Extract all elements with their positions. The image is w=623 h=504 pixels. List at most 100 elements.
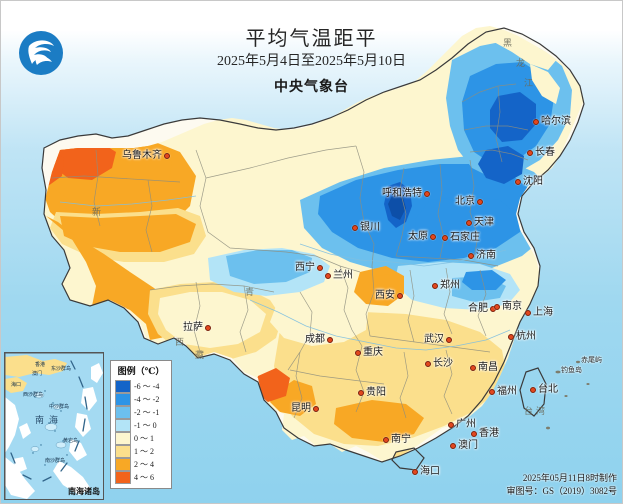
legend-row: -2 ～ -1	[115, 406, 167, 419]
legend-row: -4 ～ -2	[115, 393, 167, 406]
city-name: 成都	[305, 334, 325, 345]
small-islands	[546, 360, 590, 430]
legend-label: -4 ～ -2	[134, 395, 160, 404]
legend-label: 4 ～ 6	[134, 473, 154, 482]
legend-row: -6 ～ -4	[115, 380, 167, 393]
city-name: 哈尔滨	[541, 116, 571, 127]
legend-label: 1 ～ 2	[134, 447, 154, 456]
inset-sea-label: 南海	[35, 415, 64, 425]
inset-label-macau: 澳门	[32, 372, 43, 377]
inset-label-dongsha: 东沙群岛	[51, 367, 72, 372]
city-label: 兰州	[325, 266, 353, 281]
city-label: 重庆	[355, 343, 383, 358]
city-name: 重庆	[363, 347, 383, 358]
legend-row: -1 ～ 0	[115, 419, 167, 432]
city-marker-icon	[317, 264, 323, 271]
legend-rows: -6 ～ -4 -4 ～ -2 -2 ～ -1 -1 ～ 0 0 ～ 1 1 ～ 2 2 ～…	[115, 380, 167, 484]
island-label: 钓鱼岛	[561, 366, 582, 374]
city-label: 哈尔滨	[533, 112, 571, 127]
inset-label-xisha: 西沙群岛	[23, 393, 44, 398]
city-marker-icon	[446, 336, 452, 343]
city-name: 西宁	[295, 262, 315, 273]
city-name: 济南	[476, 250, 496, 261]
city-marker-icon	[412, 468, 418, 475]
city-marker-icon	[471, 430, 477, 437]
city-label: 银川	[352, 218, 380, 233]
city-marker-icon	[468, 252, 474, 259]
city-marker-icon	[313, 405, 319, 412]
city-name: 海口	[420, 466, 440, 477]
province-boundaries	[51, 83, 529, 419]
city-marker-icon	[383, 436, 389, 443]
city-name: 广州	[456, 419, 476, 430]
city-label: 福州	[489, 382, 517, 397]
legend-title: 图例（℃）	[117, 366, 165, 376]
region-label: 藏	[195, 350, 208, 360]
city-label: 拉萨	[183, 318, 211, 333]
city-name: 郑州	[440, 280, 460, 291]
city-marker-icon	[466, 219, 472, 226]
city-label: 台北	[530, 380, 558, 395]
region-label: 台湾	[524, 406, 549, 416]
city-label: 上海	[525, 303, 553, 318]
region-label: 黑	[503, 38, 516, 48]
city-marker-icon	[530, 386, 536, 393]
city-marker-icon	[525, 309, 531, 316]
city-marker-icon	[327, 336, 333, 343]
city-name: 太原	[408, 231, 428, 242]
city-label: 天津	[466, 213, 494, 228]
city-name: 福州	[497, 386, 517, 397]
inset-label-hongkong: 香港	[35, 363, 46, 368]
city-marker-icon	[325, 272, 331, 279]
city-marker-icon	[164, 152, 170, 159]
city-name: 台北	[538, 384, 558, 395]
city-label: 沈阳	[515, 172, 543, 187]
city-name: 乌鲁木齐	[122, 150, 162, 161]
region-label: 西	[175, 337, 188, 347]
city-name: 长沙	[433, 358, 453, 369]
city-label: 成都	[305, 330, 333, 345]
inset-label-huangyan: 黄岩岛	[63, 439, 79, 444]
city-label: 昆明	[291, 399, 319, 414]
inset-label-haikou: 海口	[11, 383, 22, 388]
legend-swatch	[115, 419, 131, 432]
legend-swatch	[115, 393, 131, 406]
city-name: 杭州	[516, 331, 536, 342]
legend-row: 0 ～ 1	[115, 432, 167, 445]
city-name: 西安	[375, 290, 395, 301]
cma-logo	[16, 28, 66, 78]
legend-label: -2 ～ -1	[134, 408, 160, 417]
region-label: 新	[92, 207, 105, 217]
legend-row: 1 ～ 2	[115, 445, 167, 458]
city-label: 北京	[455, 192, 483, 207]
city-label: 石家庄	[442, 228, 480, 243]
city-label: 广州	[448, 415, 476, 430]
approval-number: 审图号：GS（2019）3082号	[506, 486, 617, 496]
city-label: 澳门	[450, 436, 478, 451]
city-label: 呼和浩特	[382, 184, 430, 199]
city-name: 沈阳	[523, 176, 543, 187]
city-label: 郑州	[432, 276, 460, 291]
city-marker-icon	[508, 333, 514, 340]
city-name: 拉萨	[183, 322, 203, 333]
city-label: 杭州	[508, 327, 536, 342]
city-label: 长春	[527, 143, 555, 158]
city-name: 南宁	[391, 434, 411, 445]
city-marker-icon	[424, 190, 430, 197]
city-marker-icon	[352, 224, 358, 231]
island-label: 赤尾屿	[581, 356, 602, 364]
city-label: 南京	[494, 297, 522, 312]
city-label: 海口	[412, 462, 440, 477]
city-marker-icon	[489, 388, 495, 395]
city-marker-icon	[515, 178, 521, 185]
made-time: 2025年05月11日8时制作	[522, 473, 617, 483]
city-label: 合肥	[468, 299, 496, 314]
legend-swatch	[115, 445, 131, 458]
city-name: 南昌	[478, 362, 498, 373]
city-label: 西宁	[295, 258, 323, 273]
legend-label: -1 ～ 0	[134, 421, 157, 430]
city-marker-icon	[470, 364, 476, 371]
city-marker-icon	[425, 360, 431, 367]
city-marker-icon	[358, 389, 364, 396]
city-name: 长春	[535, 147, 555, 158]
